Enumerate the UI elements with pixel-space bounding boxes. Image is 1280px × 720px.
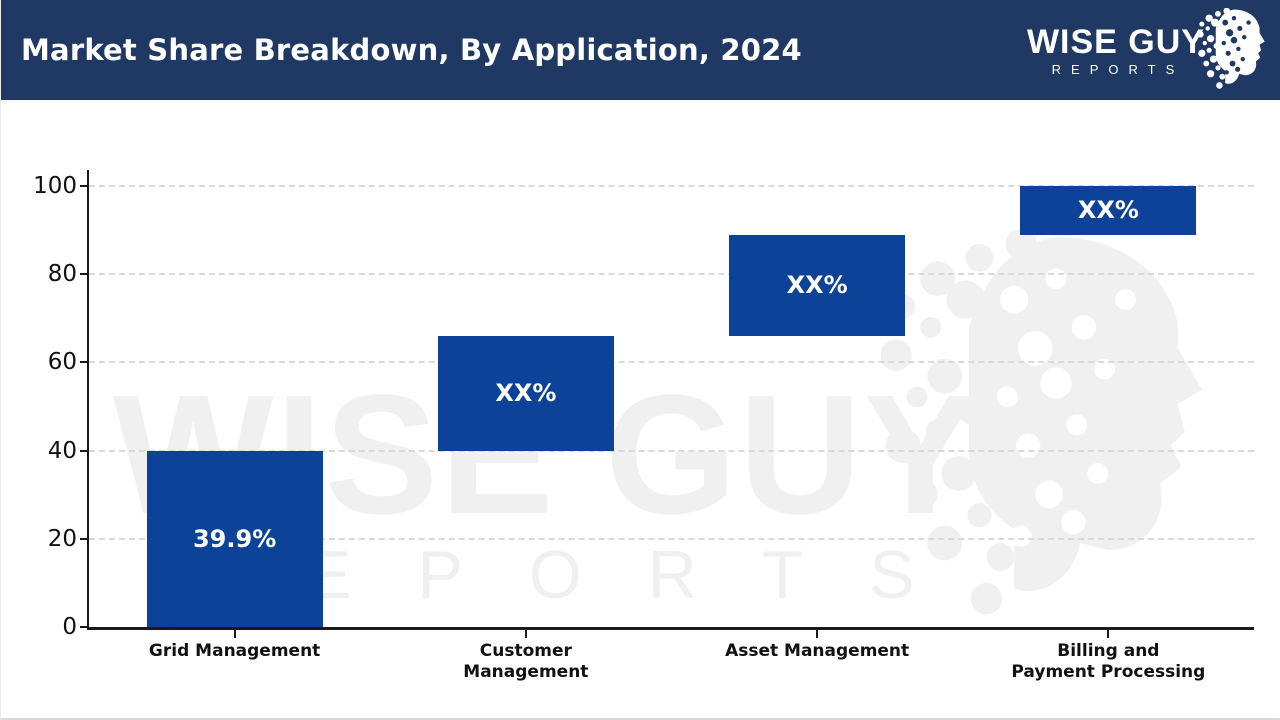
- y-tick-label-0: 0: [62, 614, 77, 640]
- brand-logo: WISE GUY REPORTS: [1027, 8, 1273, 92]
- x-category-label-line: Asset Management: [725, 641, 910, 661]
- x-tick-0: [233, 630, 236, 638]
- x-category-label-line: Management: [463, 662, 589, 682]
- x-category-label-line: Grid Management: [148, 641, 321, 661]
- x-category-label-line: Customer: [479, 641, 572, 661]
- brand-wordmark: WISE GUY: [1026, 22, 1205, 61]
- x-tick-3: [1107, 630, 1110, 638]
- x-category-label: Asset Management: [667, 641, 967, 662]
- y-tick-0: [80, 626, 89, 628]
- bar-billing-and-payment-processing: XX%: [1020, 186, 1197, 235]
- gridline-20: [89, 537, 1254, 540]
- x-tick-1: [524, 630, 527, 638]
- header-bar: Market Share Breakdown, By Application, …: [1, 0, 1280, 100]
- watermark-head-icon: [881, 230, 1203, 615]
- bar-value-label: XX%: [1077, 196, 1139, 225]
- y-tick-40: [80, 449, 89, 452]
- x-category-label: Grid Management: [85, 641, 385, 662]
- bar-asset-management: XX%: [729, 234, 906, 336]
- y-tick-label-40: 40: [47, 437, 77, 464]
- bar-value-label: XX%: [495, 379, 557, 408]
- bar-value-label: XX%: [786, 271, 848, 300]
- y-tick-label-60: 60: [47, 349, 77, 376]
- y-tick-60: [80, 361, 89, 364]
- x-category-label: Customer Management: [376, 641, 676, 683]
- gridline-40: [89, 449, 1254, 452]
- y-tick-label-20: 20: [47, 525, 77, 552]
- x-tick-2: [816, 630, 819, 638]
- dotted-head-logo-icon: [1197, 8, 1265, 89]
- gridline-80: [89, 273, 1254, 276]
- chart-area: WISE GUY REPORTS 0 20 40 60 80 100 39.9% Gr: [1, 100, 1280, 718]
- x-axis-line: [87, 627, 1254, 630]
- x-category-label-line: Billing and: [1057, 641, 1160, 661]
- y-tick-label-100: 100: [33, 173, 77, 199]
- bar-customer-management: XX%: [437, 335, 614, 452]
- gridline-60: [89, 361, 1254, 364]
- x-category-label: Billing and Payment Processing: [958, 641, 1258, 683]
- gridline-100: [89, 185, 1254, 187]
- chart-title: Market Share Breakdown, By Application, …: [21, 33, 802, 67]
- bar-grid-management: 39.9%: [146, 451, 323, 627]
- y-tick-20: [80, 537, 89, 540]
- y-tick-label-80: 80: [47, 261, 77, 288]
- y-tick-80: [80, 273, 89, 276]
- brand-logo-text: WISE GUY REPORTS: [1027, 24, 1205, 77]
- bar-value-label: 39.9%: [192, 525, 277, 553]
- x-category-label-line: Payment Processing: [1011, 662, 1206, 682]
- y-tick-100: [80, 185, 89, 187]
- y-axis-line: [87, 170, 89, 630]
- brand-subtitle: REPORTS: [1051, 61, 1185, 77]
